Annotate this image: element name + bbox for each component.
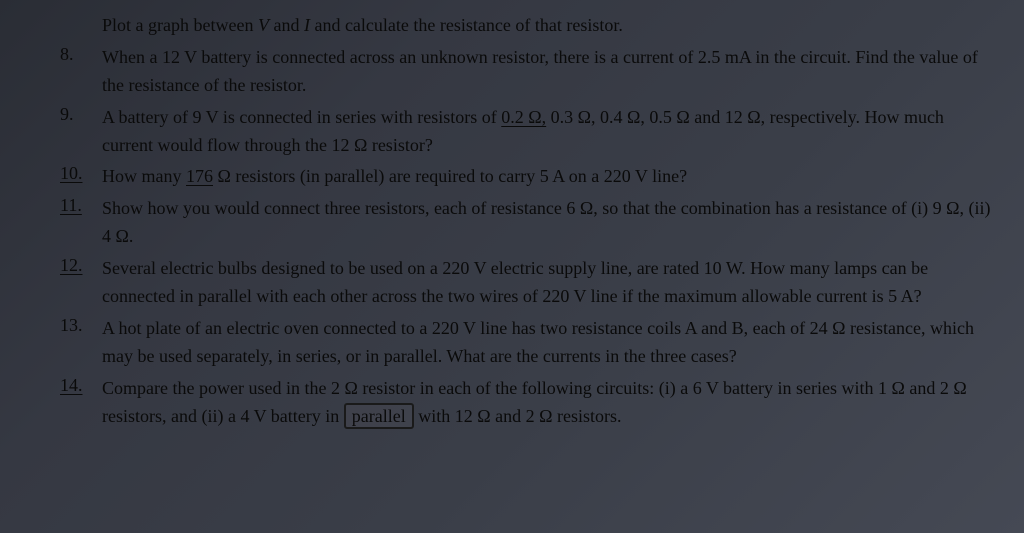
q9-pre: A battery of 9 V is connected in series … <box>102 107 501 127</box>
question-text: When a 12 V battery is connected across … <box>102 44 994 100</box>
q9-underlined: 0.2 Ω, <box>501 107 546 127</box>
question-text: Compare the power used in the 2 Ω resist… <box>102 375 994 431</box>
question-text: How many 176 Ω resistors (in parallel) a… <box>102 163 994 191</box>
question-number: 11. <box>60 195 102 216</box>
question-12: 12. Several electric bulbs designed to b… <box>60 255 994 311</box>
question-number: 13. <box>60 315 102 336</box>
question-9: 9. A battery of 9 V is connected in seri… <box>60 104 994 160</box>
question-text: Several electric bulbs designed to be us… <box>102 255 994 311</box>
intro-fragment: Plot a graph between V and I and calcula… <box>60 12 994 40</box>
question-number: 9. <box>60 104 102 125</box>
q14-post: with 12 Ω and 2 Ω resistors. <box>414 406 622 426</box>
q14-boxed: parallel <box>344 403 414 429</box>
question-13: 13. A hot plate of an electric oven conn… <box>60 315 994 371</box>
question-number: 12. <box>60 255 102 276</box>
question-text: Show how you would connect three resisto… <box>102 195 994 251</box>
q10-underlined: 176 <box>186 166 213 186</box>
question-14: 14. Compare the power used in the 2 Ω re… <box>60 375 994 431</box>
q10-post: Ω resistors (in parallel) are required t… <box>213 166 687 186</box>
question-number: 8. <box>60 44 102 65</box>
question-text: A battery of 9 V is connected in series … <box>102 104 994 160</box>
question-number: 10. <box>60 163 102 184</box>
q10-pre: How many <box>102 166 186 186</box>
question-11: 11. Show how you would connect three res… <box>60 195 994 251</box>
textbook-page: Plot a graph between V and I and calcula… <box>60 12 994 430</box>
question-number: 14. <box>60 375 102 396</box>
question-text: A hot plate of an electric oven connecte… <box>102 315 994 371</box>
question-8: 8. When a 12 V battery is connected acro… <box>60 44 994 100</box>
question-10: 10. How many 176 Ω resistors (in paralle… <box>60 163 994 191</box>
intro-text: Plot a graph between V and I and calcula… <box>102 12 994 40</box>
